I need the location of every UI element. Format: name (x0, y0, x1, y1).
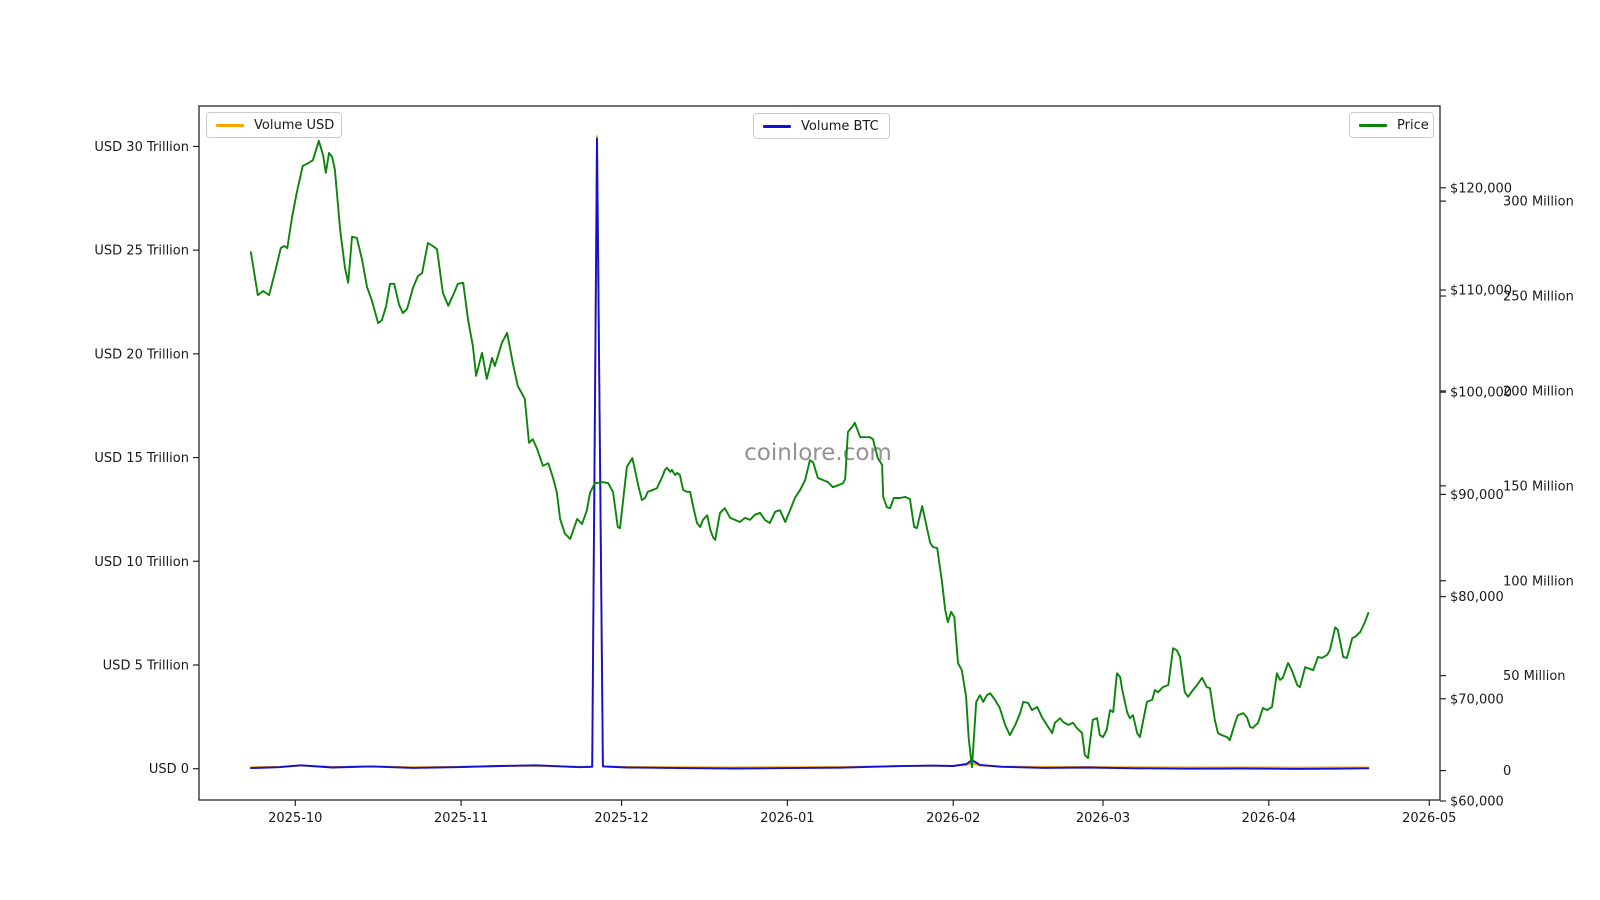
legend-price-label: Price (1397, 117, 1429, 133)
series-layer (249, 135, 1370, 770)
x-tick-label: 2025-10 (268, 811, 322, 826)
plot-frame (198, 105, 1441, 801)
x-tick-label: 2026-05 (1402, 811, 1456, 826)
x-tick-label: 2026-04 (1242, 811, 1296, 826)
volume-usd-line-swatch-icon (216, 123, 244, 127)
volume_btc-tick-label: 250 Million (1503, 290, 1574, 305)
price-tick-label: $110,000 (1450, 283, 1512, 298)
legend-price: Price (1349, 112, 1434, 138)
volume_btc-tick-label: 300 Million (1503, 195, 1574, 210)
price-line (249, 139, 1370, 769)
volume_usd-tick-label: USD 10 Trillion (94, 555, 189, 570)
price-tick-label: $90,000 (1450, 488, 1504, 503)
legend-volume-btc-label: Volume BTC (801, 118, 879, 134)
volume_btc-tick-label: 0 (1503, 764, 1511, 779)
price-tick-label: $120,000 (1450, 181, 1512, 196)
price-tick-label: $60,000 (1450, 795, 1504, 810)
volume_usd-tick-label: USD 30 Trillion (94, 140, 189, 155)
axes-layer: 2025-10 2025-11 2025-12 2026-01 2026-02 2026-… (94, 105, 1574, 826)
legend-volume-btc: Volume BTC (753, 113, 890, 139)
price-tick-label: $70,000 (1450, 692, 1504, 707)
volume_btc-tick-label: 50 Million (1503, 669, 1566, 684)
volume_usd-tick-label: USD 0 (149, 762, 189, 777)
x-tick-label: 2026-01 (760, 811, 814, 826)
volume_btc-tick-label: 150 Million (1503, 479, 1574, 494)
volume_usd-tick-label: USD 5 Trillion (103, 658, 189, 673)
watermark: coinlore.com (744, 440, 892, 466)
price-line-swatch-icon (1359, 123, 1387, 127)
volume_btc-line (249, 137, 1370, 770)
x-tick-label: 2026-03 (1076, 811, 1130, 826)
volume-btc-line-swatch-icon (763, 124, 791, 128)
volume_usd-tick-label: USD 15 Trillion (94, 451, 189, 466)
price-tick-label: $100,000 (1450, 386, 1512, 401)
x-tick-label: 2025-12 (594, 811, 648, 826)
volume_btc-tick-label: 200 Million (1503, 384, 1574, 399)
price-tick-label: $80,000 (1450, 590, 1504, 605)
legend-volume-usd: Volume USD (206, 112, 342, 138)
legend-volume-usd-label: Volume USD (254, 117, 335, 133)
volume_usd-tick-label: USD 25 Trillion (94, 244, 189, 259)
x-tick-label: 2025-11 (434, 811, 488, 826)
volume_btc-tick-label: 100 Million (1503, 574, 1574, 589)
x-tick-label: 2026-02 (926, 811, 980, 826)
volume_usd-tick-label: USD 20 Trillion (94, 347, 189, 362)
